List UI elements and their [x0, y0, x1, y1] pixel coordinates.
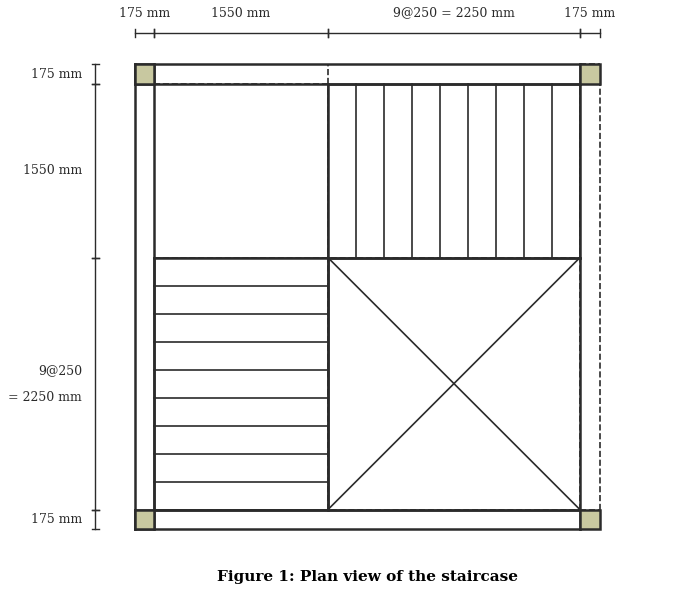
Text: 9@250 = 2250 mm: 9@250 = 2250 mm	[393, 7, 515, 20]
Bar	[328, 258, 580, 510]
Text: Figure 1: Plan view of the staircase: Figure 1: Plan view of the staircase	[217, 571, 517, 584]
Text: 175 mm: 175 mm	[31, 68, 82, 81]
Text: 175 mm: 175 mm	[31, 513, 82, 526]
Bar	[580, 64, 600, 84]
Bar	[580, 510, 600, 529]
Text: 175 mm: 175 mm	[119, 7, 170, 20]
Text: 9@250: 9@250	[38, 364, 82, 377]
Bar	[134, 510, 154, 529]
Bar	[134, 64, 154, 84]
Text: = 2250 mm: = 2250 mm	[8, 390, 82, 403]
Text: 175 mm: 175 mm	[564, 7, 615, 20]
Text: 1550 mm: 1550 mm	[23, 164, 82, 177]
Text: 1550 mm: 1550 mm	[211, 7, 271, 20]
